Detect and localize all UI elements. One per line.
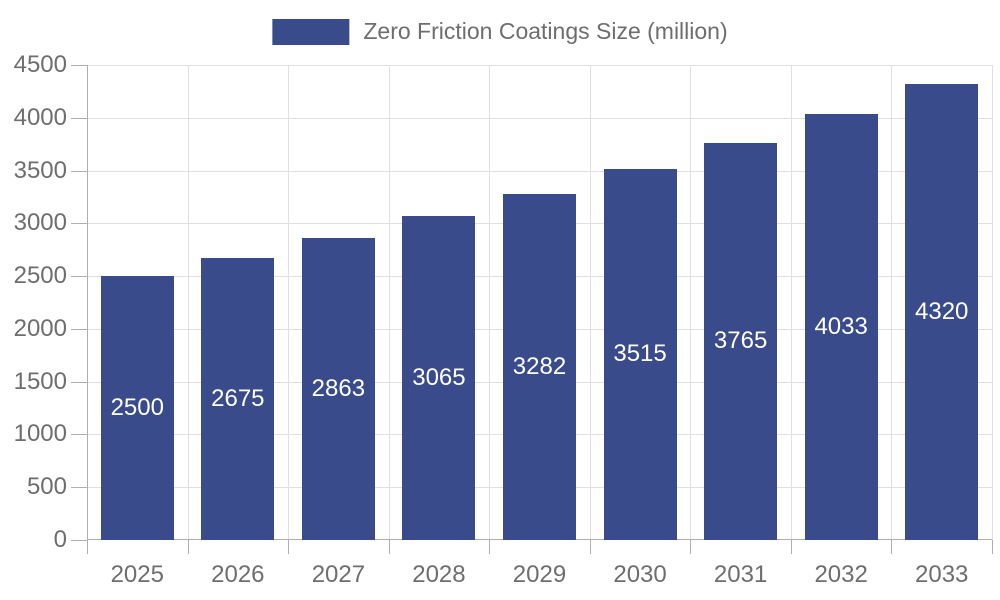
x-axis-tick — [891, 540, 893, 554]
x-axis-tick — [288, 540, 290, 554]
gridline-vertical — [489, 65, 491, 540]
y-axis-tick-label: 4000 — [13, 103, 67, 131]
x-axis-tick — [489, 540, 491, 554]
x-axis-tick-label: 2031 — [713, 561, 768, 588]
legend-swatch — [272, 18, 350, 45]
y-axis-tick-label: 4500 — [13, 51, 67, 78]
bar[interactable]: 2500 — [100, 276, 174, 540]
legend-item[interactable]: Zero Friction Coatings Size (million) — [272, 18, 728, 45]
gridline-vertical — [992, 65, 993, 540]
y-axis-tick — [71, 223, 87, 225]
bar-value-label: 4033 — [814, 313, 868, 341]
y-axis-tick-label: 3000 — [13, 209, 67, 237]
bar[interactable]: 3065 — [402, 216, 476, 540]
gridline-vertical — [790, 65, 792, 540]
bar[interactable]: 3282 — [503, 193, 576, 540]
x-axis-tick-label: 2033 — [915, 561, 969, 588]
gridline-vertical — [589, 65, 591, 540]
y-axis-tick — [71, 65, 87, 66]
bar-value-label: 3765 — [713, 327, 768, 355]
x-axis-tick — [87, 540, 88, 554]
y-axis-tick-label: 1000 — [13, 420, 67, 448]
y-axis-tick-label: 0 — [53, 526, 67, 553]
y-axis-tick — [71, 434, 87, 436]
y-axis-tick — [71, 487, 87, 489]
gridline-horizontal — [87, 65, 992, 66]
gridline-vertical — [388, 65, 390, 540]
y-axis-tick — [71, 381, 87, 383]
gridline-horizontal — [87, 117, 992, 119]
bar[interactable]: 3515 — [603, 168, 677, 540]
x-axis-tick-label: 2027 — [311, 561, 366, 588]
bar[interactable]: 2863 — [301, 237, 375, 540]
x-axis-tick — [690, 540, 692, 554]
bar-value-label: 2500 — [110, 394, 164, 422]
x-axis-tick-label: 2028 — [412, 561, 466, 588]
gridline-vertical — [187, 65, 189, 540]
x-axis-tick-label: 2030 — [613, 561, 667, 588]
gridline-vertical — [891, 65, 893, 540]
gridline-horizontal — [87, 170, 992, 172]
y-axis-tick — [71, 117, 87, 119]
y-axis-tick — [71, 276, 87, 278]
bar-value-label: 3515 — [613, 340, 667, 368]
y-axis-tick-label: 2000 — [13, 314, 67, 342]
y-axis-tick-label: 3500 — [13, 156, 67, 184]
x-axis-tick — [388, 540, 390, 554]
y-axis-tick — [71, 170, 87, 172]
bar-value-label: 2675 — [211, 384, 265, 412]
bar-value-label: 4320 — [915, 298, 969, 325]
plot-area: 0 500 1000 1500 2000 2500 3000 3500 4000 4500 2500… — [14, 51, 993, 588]
bar-value-label: 3282 — [512, 352, 567, 380]
bar[interactable]: 3765 — [704, 142, 778, 540]
x-axis-tick-label: 2026 — [211, 561, 265, 588]
bar-value-label: 2863 — [311, 374, 366, 402]
gridline-vertical — [690, 65, 692, 540]
y-axis-tick — [71, 328, 87, 330]
bar[interactable]: 2675 — [201, 257, 275, 540]
x-axis-tick — [589, 540, 591, 554]
x-axis-tick-label: 2029 — [512, 561, 567, 588]
x-axis-tick — [790, 540, 792, 554]
y-axis-line — [87, 65, 88, 540]
x-axis-tick — [187, 540, 189, 554]
y-axis-tick-label: 2500 — [13, 262, 67, 290]
gridline-vertical — [288, 65, 290, 540]
bar[interactable]: 4320 — [905, 84, 979, 540]
bar-value-label: 3065 — [412, 364, 466, 392]
x-axis-tick — [992, 540, 993, 554]
bar[interactable]: 4033 — [804, 114, 878, 540]
y-axis-tick-label: 1500 — [13, 367, 67, 395]
y-axis-tick — [71, 540, 87, 541]
x-axis-tick-label: 2032 — [814, 561, 868, 588]
x-axis-tick-label: 2025 — [110, 561, 164, 588]
legend-label: Zero Friction Coatings Size (million) — [363, 18, 728, 44]
y-axis-tick-label: 500 — [26, 473, 67, 501]
